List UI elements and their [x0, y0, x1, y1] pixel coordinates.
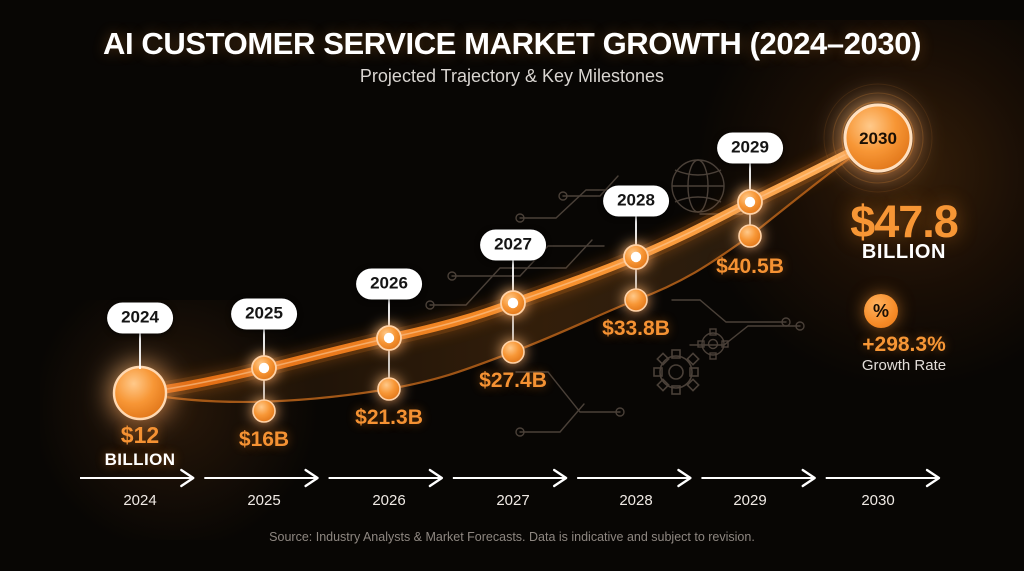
source-note: Source: Industry Analysts & Market Forec… — [269, 530, 755, 544]
axis-arrow-2024 — [180, 468, 195, 488]
growth-rate-label: Growth Rate — [861, 357, 947, 374]
axis-arrow-2027 — [552, 468, 568, 488]
value-label-2029: $40.5B — [716, 255, 784, 278]
globe-icon — [671, 159, 725, 213]
data-point-2029[interactable] — [737, 160, 763, 248]
headline-unit: BILLION — [861, 241, 947, 263]
axis-arrow-2030 — [925, 468, 941, 488]
axis-arrow-2025 — [304, 468, 319, 488]
value-label-2027: $27.4B — [479, 369, 547, 392]
end-node-2030[interactable] — [843, 103, 913, 173]
upper-node-core-2026 — [383, 332, 395, 344]
lower-node-2025[interactable] — [252, 399, 276, 423]
lower-node-2026[interactable] — [377, 377, 401, 401]
value-label-2025: $16B — [238, 428, 290, 451]
year-pill-2028[interactable]: 2028 — [603, 185, 669, 217]
lower-curve — [138, 136, 880, 403]
axis-arrow-2026 — [428, 468, 444, 488]
value-label-2024: $12 BILLION — [104, 422, 176, 469]
end-node-label: 2030 — [859, 129, 897, 148]
axis-year-2028: 2028 — [619, 492, 653, 509]
axis-year-2030: 2030 — [861, 492, 895, 509]
upper-node-core-2027 — [507, 297, 519, 309]
year-pill-2027[interactable]: 2027 — [480, 229, 546, 261]
data-point-2028[interactable] — [623, 213, 649, 312]
growth-rate-value: +298.3% — [862, 333, 946, 356]
start-node-2024[interactable] — [112, 365, 168, 421]
upper-node-core-2029 — [744, 196, 756, 208]
year-pill-2026[interactable]: 2026 — [356, 268, 422, 300]
percent-icon: % — [864, 294, 898, 328]
axis-arrow-2028 — [677, 468, 692, 488]
value-unit-2024: BILLION — [104, 450, 176, 469]
data-point-2026[interactable] — [376, 296, 402, 401]
year-pill-2029[interactable]: 2029 — [717, 132, 783, 164]
headline-value: $47.8 — [850, 196, 959, 247]
gear-icon-small — [697, 328, 729, 360]
axis-year-2029: 2029 — [733, 492, 767, 509]
year-pill-2025[interactable]: 2025 — [231, 298, 297, 330]
page-subtitle: Projected Trajectory & Key Milestones — [359, 66, 665, 86]
axis-year-2027: 2027 — [496, 492, 530, 509]
lower-node-2028[interactable] — [624, 288, 648, 312]
page-title: AI CUSTOMER SERVICE MARKET GROWTH (2024–… — [102, 26, 922, 61]
value-label-2026: $21.3B — [355, 406, 423, 429]
data-point-2027[interactable] — [500, 257, 526, 364]
lower-node-2027[interactable] — [501, 340, 525, 364]
upper-node-core-2025 — [258, 362, 270, 374]
lower-node-2029[interactable] — [738, 224, 762, 248]
axis-year-2025: 2025 — [247, 492, 281, 509]
year-pill-2024[interactable]: 2024 — [107, 302, 173, 334]
data-point-2025[interactable] — [251, 326, 277, 423]
gear-icon-large — [653, 349, 700, 395]
data-point-2024[interactable] — [112, 330, 168, 421]
value-label-2028: $33.8B — [602, 317, 670, 340]
timeline-axis — [80, 468, 941, 488]
axis-arrow-2029 — [801, 468, 816, 488]
axis-year-2024: 2024 — [123, 492, 157, 509]
endpoint-halo — [823, 83, 933, 193]
data-point-2030[interactable]: 2030 — [843, 103, 913, 173]
axis-year-2026: 2026 — [372, 492, 406, 509]
upper-node-core-2028 — [630, 251, 642, 263]
